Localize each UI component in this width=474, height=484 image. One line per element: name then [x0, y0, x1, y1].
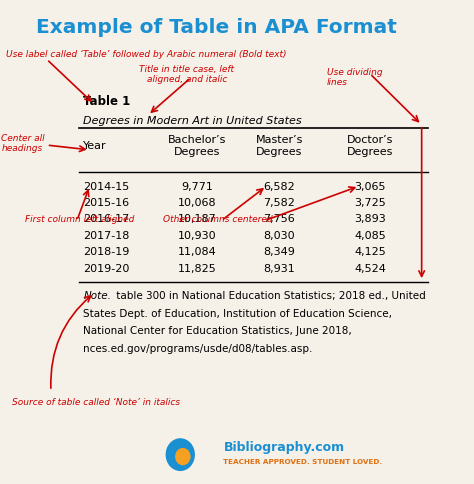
Text: Degrees in Modern Art in United States: Degrees in Modern Art in United States — [83, 116, 302, 126]
Text: 2014-15: 2014-15 — [83, 182, 129, 192]
Text: National Center for Education Statistics, June 2018,: National Center for Education Statistics… — [83, 326, 352, 336]
Text: Master’s
Degrees: Master’s Degrees — [256, 135, 303, 156]
Text: Other columns centered: Other columns centered — [163, 214, 273, 223]
Text: Center all
headings: Center all headings — [1, 134, 45, 153]
Text: 8,931: 8,931 — [264, 263, 295, 273]
Text: Doctor’s
Degrees: Doctor’s Degrees — [347, 135, 393, 156]
Text: 11,825: 11,825 — [178, 263, 217, 273]
Text: 3,725: 3,725 — [354, 197, 386, 208]
Text: 4,125: 4,125 — [354, 247, 386, 257]
Text: Title in title case, left
aligned, and italic: Title in title case, left aligned, and i… — [139, 65, 234, 84]
Text: 8,030: 8,030 — [264, 230, 295, 240]
Text: 10,068: 10,068 — [178, 197, 217, 208]
Text: States Dept. of Education, Institution of Education Science,: States Dept. of Education, Institution o… — [83, 308, 392, 318]
Text: First column left aligned: First column left aligned — [25, 214, 135, 223]
Text: 11,084: 11,084 — [178, 247, 217, 257]
Text: 4,085: 4,085 — [354, 230, 386, 240]
Text: Example of Table in APA Format: Example of Table in APA Format — [36, 18, 397, 37]
Text: 7,756: 7,756 — [264, 214, 295, 224]
Text: Bibliography.com: Bibliography.com — [223, 440, 345, 453]
Text: Table 1: Table 1 — [83, 95, 130, 108]
Text: Bachelor’s
Degrees: Bachelor’s Degrees — [168, 135, 227, 156]
Text: 8,349: 8,349 — [264, 247, 295, 257]
Text: 2018-19: 2018-19 — [83, 247, 130, 257]
Text: 2015-16: 2015-16 — [83, 197, 129, 208]
Text: 4,524: 4,524 — [354, 263, 386, 273]
Text: Use dividing
lines: Use dividing lines — [327, 68, 383, 87]
Text: 10,930: 10,930 — [178, 230, 217, 240]
Text: 9,771: 9,771 — [182, 182, 213, 192]
Text: 7,582: 7,582 — [264, 197, 295, 208]
Text: Use label called ‘Table’ followed by Arabic numeral (Bold text): Use label called ‘Table’ followed by Ara… — [6, 49, 286, 59]
Text: 6,582: 6,582 — [264, 182, 295, 192]
Text: Year: Year — [83, 141, 107, 151]
Text: TEACHER APPROVED. STUDENT LOVED.: TEACHER APPROVED. STUDENT LOVED. — [223, 458, 383, 465]
Text: 2017-18: 2017-18 — [83, 230, 130, 240]
Text: 2016-17: 2016-17 — [83, 214, 129, 224]
Text: 3,065: 3,065 — [354, 182, 386, 192]
Text: table 300 in National Education Statistics; 2018 ed., United: table 300 in National Education Statisti… — [113, 290, 425, 300]
Circle shape — [165, 439, 195, 471]
Text: 10,187: 10,187 — [178, 214, 217, 224]
Text: Note.: Note. — [83, 290, 111, 300]
Circle shape — [175, 448, 191, 465]
Text: 2019-20: 2019-20 — [83, 263, 130, 273]
Text: Source of table called ‘Note’ in italics: Source of table called ‘Note’ in italics — [12, 397, 180, 406]
Text: 3,893: 3,893 — [354, 214, 386, 224]
Text: nces.ed.gov/programs/usde/d08/tables.asp.: nces.ed.gov/programs/usde/d08/tables.asp… — [83, 344, 313, 353]
